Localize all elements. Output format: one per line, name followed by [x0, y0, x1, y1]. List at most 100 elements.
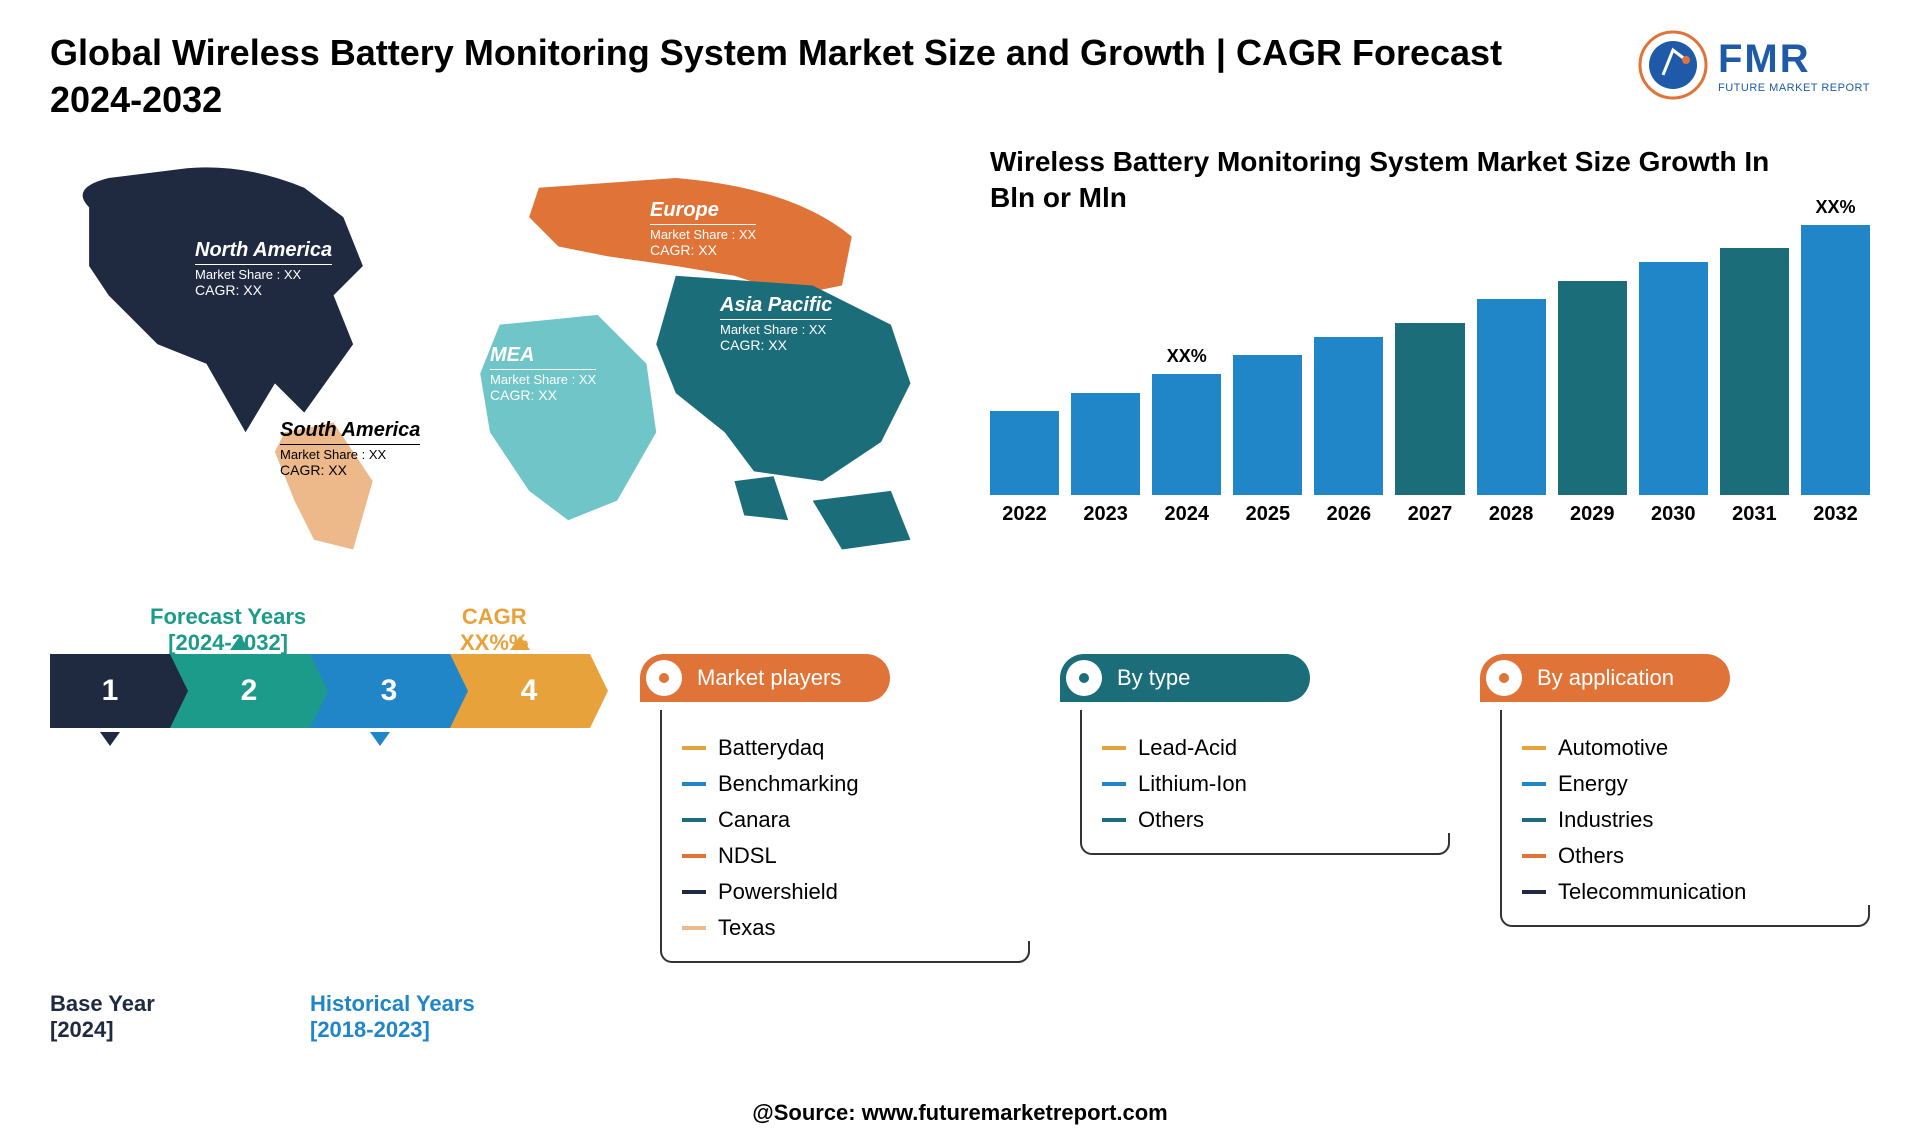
bar-group: 2027: [1395, 323, 1464, 527]
bar-year-label: 2024: [1164, 503, 1209, 526]
timeline-seg-1: 1: [50, 654, 170, 728]
bar: [990, 411, 1059, 495]
arrow-icon: [370, 732, 390, 746]
bullet-icon: [1522, 854, 1546, 858]
list-item: Benchmarking: [682, 766, 1010, 802]
label-north-america: North America Market Share : XX CAGR: XX: [195, 239, 332, 298]
market-players-box: Market players Batterydaq Benchmarking Can…: [640, 654, 1030, 963]
bar-top-label: XX%: [1167, 346, 1207, 367]
list-item: Lead-Acid: [1102, 730, 1430, 766]
bullet-icon: [1102, 818, 1126, 822]
bar-group: 2030: [1639, 262, 1708, 526]
source-text: @Source: www.futuremarketreport.com: [752, 1100, 1168, 1126]
bullet-icon: [682, 890, 706, 894]
label-europe: Europe Market Share : XX CAGR: XX: [650, 199, 756, 258]
bar-group: 2026: [1314, 337, 1383, 527]
bar-year-label: 2030: [1651, 503, 1696, 526]
logo-subtitle: FUTURE MARKET REPORT: [1718, 82, 1870, 94]
list-item-label: Others: [1138, 807, 1204, 833]
timeline-seg-2: 2: [170, 654, 310, 728]
label-mea: MEA Market Share : XX CAGR: XX: [490, 344, 596, 403]
bar-year-label: 2032: [1813, 503, 1858, 526]
bar-year-label: 2025: [1246, 503, 1291, 526]
bullet-icon: [1102, 746, 1126, 750]
base-year-label: Base Year [2024]: [50, 991, 155, 1043]
timeline-seg-4: 4: [450, 654, 590, 728]
bullet-icon: [1522, 782, 1546, 786]
bar-group: 2022: [990, 411, 1059, 526]
label-asia-pacific: Asia Pacific Market Share : XX CAGR: XX: [720, 294, 832, 353]
by-type-header: By type: [1060, 654, 1310, 702]
list-item-label: Benchmarking: [718, 771, 859, 797]
bar: [1639, 262, 1708, 495]
page-title: Global Wireless Battery Monitoring Syste…: [50, 30, 1550, 124]
bullet-icon: [682, 854, 706, 858]
bar-group: 2031: [1720, 248, 1789, 526]
list-item: Batterydaq: [682, 730, 1010, 766]
list-item-label: NDSL: [718, 843, 777, 869]
logo-icon: [1638, 30, 1708, 100]
bullet-icon: [682, 926, 706, 930]
bullet-icon: [682, 782, 706, 786]
list-item-label: Industries: [1558, 807, 1653, 833]
list-item-label: Telecommunication: [1558, 879, 1746, 905]
bar-year-label: 2022: [1002, 503, 1047, 526]
list-item: Texas: [682, 910, 1010, 946]
bar-group: 2025: [1233, 355, 1302, 526]
bar: [1558, 281, 1627, 496]
list-item: Powershield: [682, 874, 1010, 910]
by-application-header: By application: [1480, 654, 1730, 702]
bullet-icon: [1522, 890, 1546, 894]
list-item-label: Others: [1558, 843, 1624, 869]
bar-year-label: 2027: [1408, 503, 1453, 526]
bullet-icon: [1102, 782, 1126, 786]
label-south-america: South America Market Share : XX CAGR: XX: [280, 419, 420, 478]
list-item-label: Powershield: [718, 879, 838, 905]
list-item: Others: [1522, 838, 1850, 874]
list-item: Others: [1102, 802, 1430, 838]
list-item-label: Canara: [718, 807, 790, 833]
bar: [1720, 248, 1789, 495]
bar-group: 2029: [1558, 281, 1627, 527]
list-item: Energy: [1522, 766, 1850, 802]
bar-chart: Wireless Battery Monitoring System Marke…: [970, 144, 1870, 564]
list-item: Automotive: [1522, 730, 1850, 766]
bottom-section: Forecast Years [2024-2032] CAGR XX%% 1 2…: [50, 654, 1870, 963]
forecast-label: Forecast Years [2024-2032]: [150, 604, 306, 656]
bar-group: 2023: [1071, 393, 1140, 527]
bar: [1071, 393, 1140, 496]
bullet-icon: [682, 818, 706, 822]
list-item: Telecommunication: [1522, 874, 1850, 910]
bar: [1395, 323, 1464, 496]
timeline-seg-3: 3: [310, 654, 450, 728]
list-item-label: Texas: [718, 915, 775, 941]
bar-year-label: 2028: [1489, 503, 1534, 526]
logo: FMR FUTURE MARKET REPORT: [1638, 30, 1870, 100]
list-item-label: Lithium-Ion: [1138, 771, 1247, 797]
bar-year-label: 2031: [1732, 503, 1777, 526]
bullet-icon: [682, 746, 706, 750]
bullet-icon: [1522, 818, 1546, 822]
top-section: North America Market Share : XX CAGR: XX…: [50, 144, 1870, 564]
list-item: NDSL: [682, 838, 1010, 874]
bar-year-label: 2023: [1083, 503, 1128, 526]
market-players-header: Market players: [640, 654, 890, 702]
bars-container: 2022 2023 XX% 2024 2025 2026 2027 2028 2029 2030 2…: [990, 246, 1870, 526]
list-item-label: Automotive: [1558, 735, 1668, 761]
bar: [1314, 337, 1383, 496]
by-type-box: By type Lead-Acid Lithium-Ion Others: [1060, 654, 1450, 963]
bar: [1477, 299, 1546, 495]
by-application-box: By application Automotive Energy Industrie…: [1480, 654, 1870, 963]
timeline: Forecast Years [2024-2032] CAGR XX%% 1 2…: [50, 654, 610, 963]
bar-top-label: XX%: [1815, 197, 1855, 218]
bar: XX%: [1152, 374, 1221, 495]
arrow-icon: [510, 636, 530, 650]
bar-year-label: 2026: [1327, 503, 1372, 526]
chart-title: Wireless Battery Monitoring System Marke…: [990, 144, 1870, 217]
list-item: Canara: [682, 802, 1010, 838]
header: Global Wireless Battery Monitoring Syste…: [50, 30, 1870, 124]
bar-group: XX% 2024: [1152, 374, 1221, 526]
logo-text: FMR: [1718, 37, 1870, 82]
arrow-icon: [230, 636, 250, 650]
list-item-label: Energy: [1558, 771, 1628, 797]
